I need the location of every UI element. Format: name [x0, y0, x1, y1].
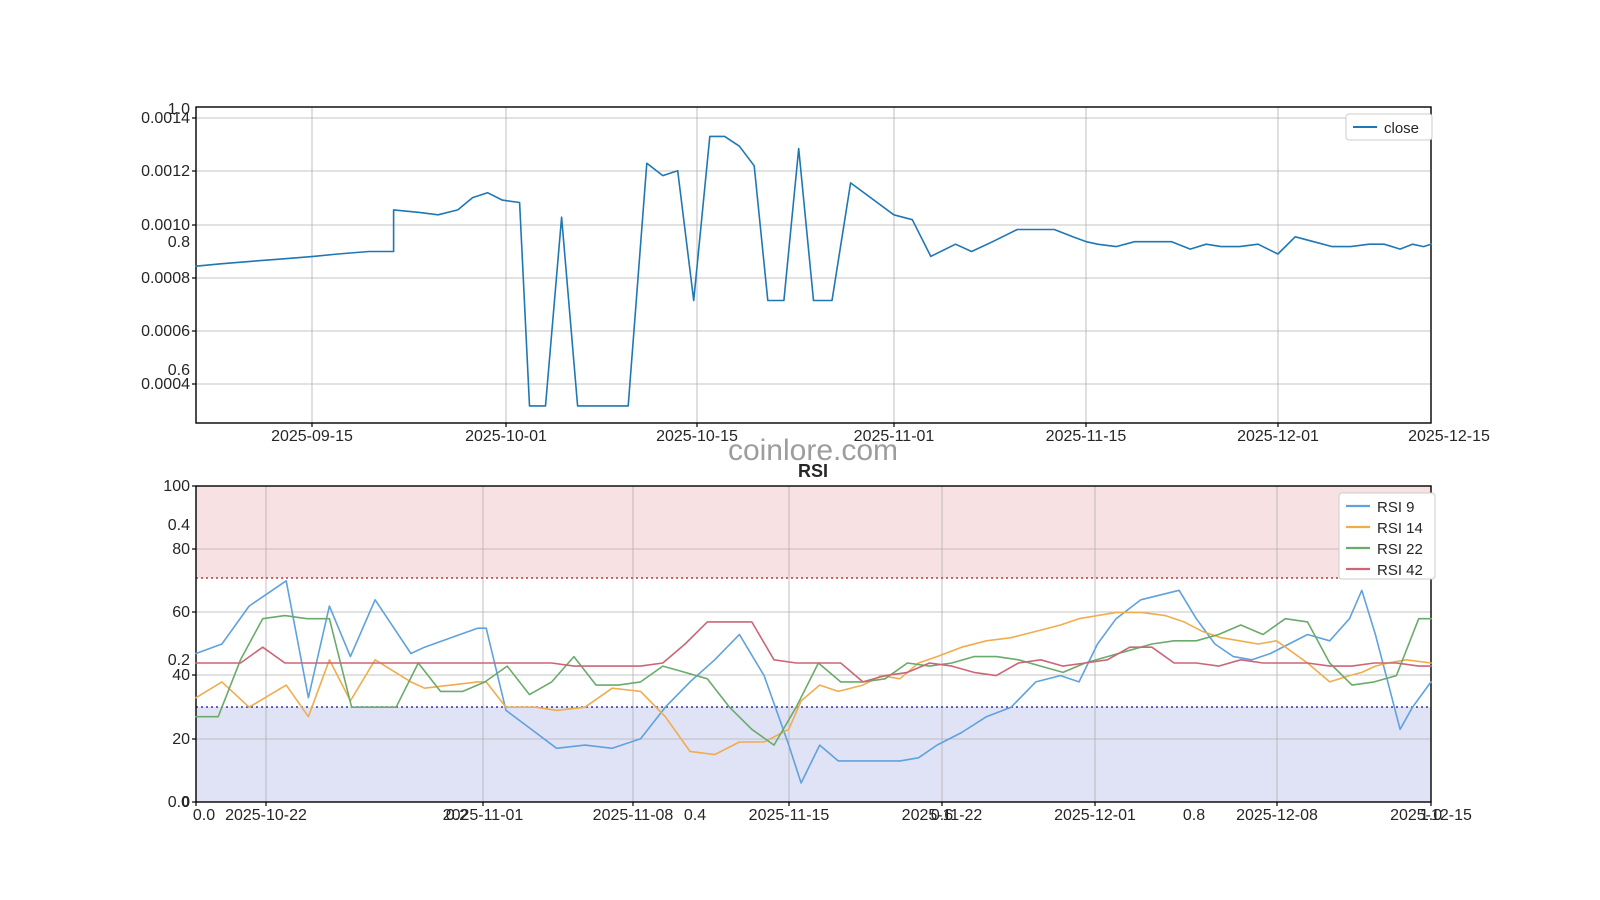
- svg-text:80: 80: [172, 541, 190, 558]
- svg-text:0.0: 0.0: [193, 807, 215, 824]
- svg-text:1.0: 1.0: [168, 101, 190, 118]
- svg-text:0.0008: 0.0008: [141, 270, 190, 287]
- svg-text:1.0: 1.0: [1420, 807, 1442, 824]
- svg-text:0.6: 0.6: [931, 807, 953, 824]
- svg-text:0.4: 0.4: [684, 807, 706, 824]
- svg-text:0.2: 0.2: [446, 807, 468, 824]
- svg-text:2025-10-22: 2025-10-22: [225, 807, 307, 824]
- svg-text:20: 20: [172, 731, 190, 748]
- svg-text:0.8: 0.8: [1183, 807, 1205, 824]
- svg-text:0.2: 0.2: [168, 652, 190, 669]
- svg-text:2025-09-15: 2025-09-15: [271, 428, 353, 445]
- svg-text:2025-12-01: 2025-12-01: [1054, 807, 1136, 824]
- svg-text:0.4: 0.4: [168, 517, 190, 534]
- svg-text:0.0006: 0.0006: [141, 323, 190, 340]
- svg-text:0.0010: 0.0010: [141, 217, 190, 234]
- svg-text:2025-10-15: 2025-10-15: [656, 428, 738, 445]
- svg-text:0.8: 0.8: [168, 234, 190, 251]
- svg-text:100: 100: [163, 478, 190, 495]
- svg-text:RSI 9: RSI 9: [1377, 499, 1415, 516]
- svg-text:RSI 42: RSI 42: [1377, 562, 1423, 579]
- svg-text:2025-12-15: 2025-12-15: [1408, 428, 1490, 445]
- svg-text:0: 0: [181, 794, 190, 811]
- svg-text:2025-11-15: 2025-11-15: [1046, 428, 1127, 445]
- svg-text:60: 60: [172, 604, 190, 621]
- svg-text:RSI: RSI: [798, 461, 828, 481]
- svg-text:0.0012: 0.0012: [141, 163, 190, 180]
- svg-text:RSI 22: RSI 22: [1377, 541, 1423, 558]
- svg-text:2025-12-08: 2025-12-08: [1236, 807, 1318, 824]
- svg-text:2025-10-01: 2025-10-01: [465, 428, 547, 445]
- svg-text:close: close: [1384, 120, 1419, 137]
- svg-text:0.6: 0.6: [168, 362, 190, 379]
- svg-text:40: 40: [172, 667, 190, 684]
- svg-text:2025-11-08: 2025-11-08: [593, 807, 674, 824]
- svg-text:2025-12-01: 2025-12-01: [1237, 428, 1319, 445]
- svg-text:2025-11-15: 2025-11-15: [749, 807, 830, 824]
- svg-text:RSI 14: RSI 14: [1377, 520, 1423, 537]
